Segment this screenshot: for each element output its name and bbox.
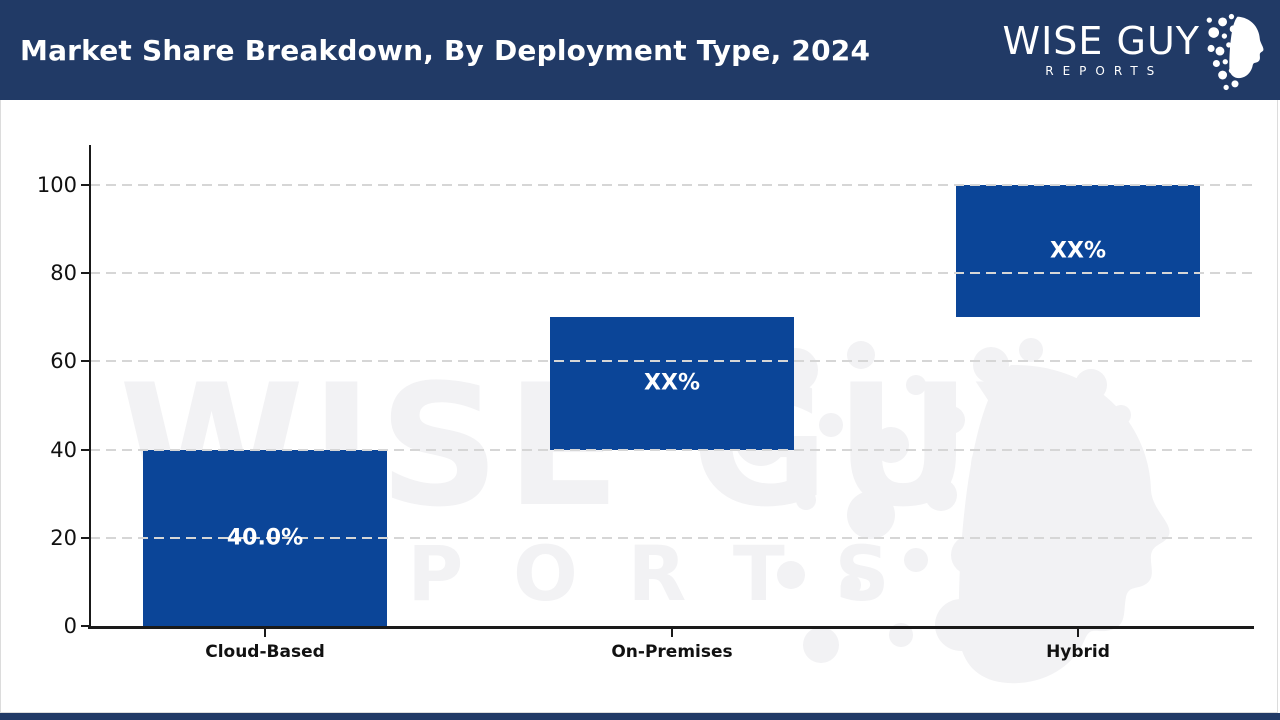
- y-tick-label: 0: [63, 614, 77, 638]
- y-tick-mark: [81, 625, 89, 627]
- y-tick-label: 100: [36, 173, 77, 197]
- gridline-y80: [90, 272, 1254, 275]
- wiseguy-face-icon: [1206, 13, 1264, 91]
- footer-accent-bar: [0, 713, 1280, 720]
- x-category-label: On-Premises: [611, 642, 733, 662]
- chart-area: WISE GUY REPORTS 40.0% XX% XX% 0 20 40 60 80 100…: [0, 100, 1278, 713]
- bar-hybrid: [956, 185, 1200, 318]
- x-tick-mark: [671, 629, 673, 637]
- plot-area: 40.0% XX% XX% 0 20 40 60 80 100 Cloud-Based On-Pre…: [1, 100, 1279, 713]
- logo-wordmark-line1: WISE GUY: [1002, 19, 1200, 63]
- gridline-y60: [90, 360, 1254, 363]
- y-axis-line: [89, 145, 91, 628]
- x-tick-mark: [264, 629, 266, 637]
- y-tick-mark: [81, 272, 89, 275]
- x-category-label: Cloud-Based: [205, 642, 325, 662]
- bar-value-label: XX%: [1050, 238, 1106, 264]
- y-tick-label: 40: [50, 437, 77, 462]
- header: Market Share Breakdown, By Deployment Ty…: [0, 0, 1280, 100]
- gridline-y100: [90, 184, 1254, 186]
- page-title: Market Share Breakdown, By Deployment Ty…: [20, 33, 871, 67]
- y-tick-mark: [81, 536, 89, 539]
- y-tick-mark: [81, 448, 89, 451]
- y-tick-label: 20: [50, 525, 77, 550]
- y-tick-label: 60: [50, 349, 77, 374]
- logo-wordmark-line2: REPORTS: [1045, 63, 1164, 78]
- gridline-y40: [90, 448, 1254, 451]
- wiseguy-logo: WISE GUY REPORTS: [1003, 8, 1266, 92]
- logo-wordmark: WISE GUY REPORTS: [1002, 19, 1200, 78]
- y-tick-mark: [81, 184, 89, 186]
- bar-value-label: XX%: [644, 370, 700, 396]
- x-category-label: Hybrid: [1046, 642, 1110, 662]
- x-tick-mark: [1077, 629, 1079, 637]
- bar-on-premises: [550, 317, 794, 450]
- gridline-y20: [90, 536, 1254, 539]
- y-tick-mark: [81, 360, 89, 363]
- bar-value-label: 40.0%: [226, 525, 304, 551]
- y-tick-label: 80: [50, 261, 77, 286]
- x-axis-line: [88, 626, 1254, 629]
